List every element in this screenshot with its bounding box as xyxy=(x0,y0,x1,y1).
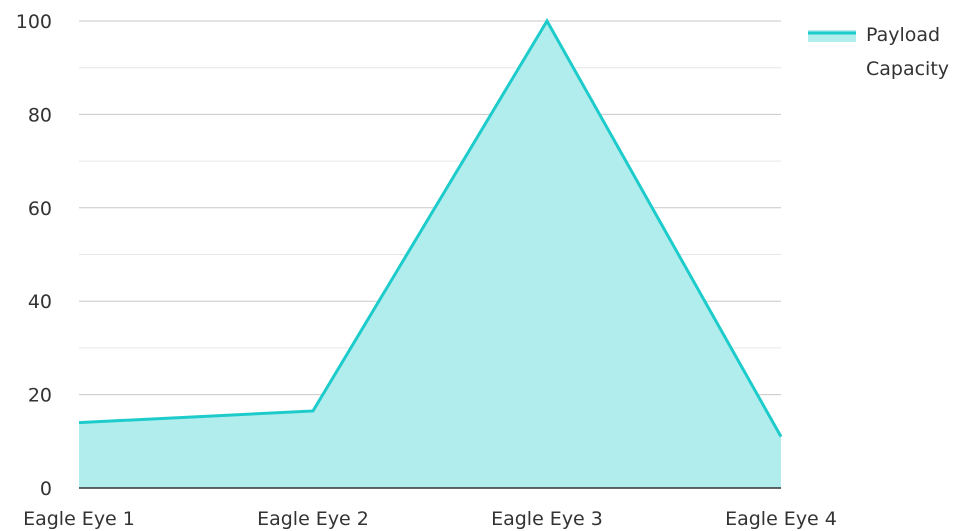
y-tick-label: 100 xyxy=(16,11,52,33)
x-tick-label: Eagle Eye 2 xyxy=(257,508,369,530)
series-line-payload-capacity xyxy=(78,18,783,438)
legend: Payload Capacity xyxy=(808,24,949,80)
y-axis-tick-labels: 0 20 40 60 80 100 xyxy=(16,11,52,500)
x-tick-label: Eagle Eye 1 xyxy=(23,508,135,530)
y-tick-label: 60 xyxy=(28,198,52,220)
legend-label-line-1: Payload xyxy=(866,24,940,46)
x-tick-label: Eagle Eye 4 xyxy=(725,508,837,530)
y-tick-label: 0 xyxy=(40,478,52,500)
legend-label-line-2: Capacity xyxy=(866,58,949,80)
series-area-payload-capacity xyxy=(79,21,781,488)
x-axis-tick-labels: Eagle Eye 1 Eagle Eye 2 Eagle Eye 3 Eagle E… xyxy=(23,508,837,530)
y-tick-label: 40 xyxy=(28,291,52,313)
x-tick-label: Eagle Eye 3 xyxy=(491,508,603,530)
y-tick-label: 80 xyxy=(28,104,52,126)
y-tick-label: 20 xyxy=(28,385,52,407)
